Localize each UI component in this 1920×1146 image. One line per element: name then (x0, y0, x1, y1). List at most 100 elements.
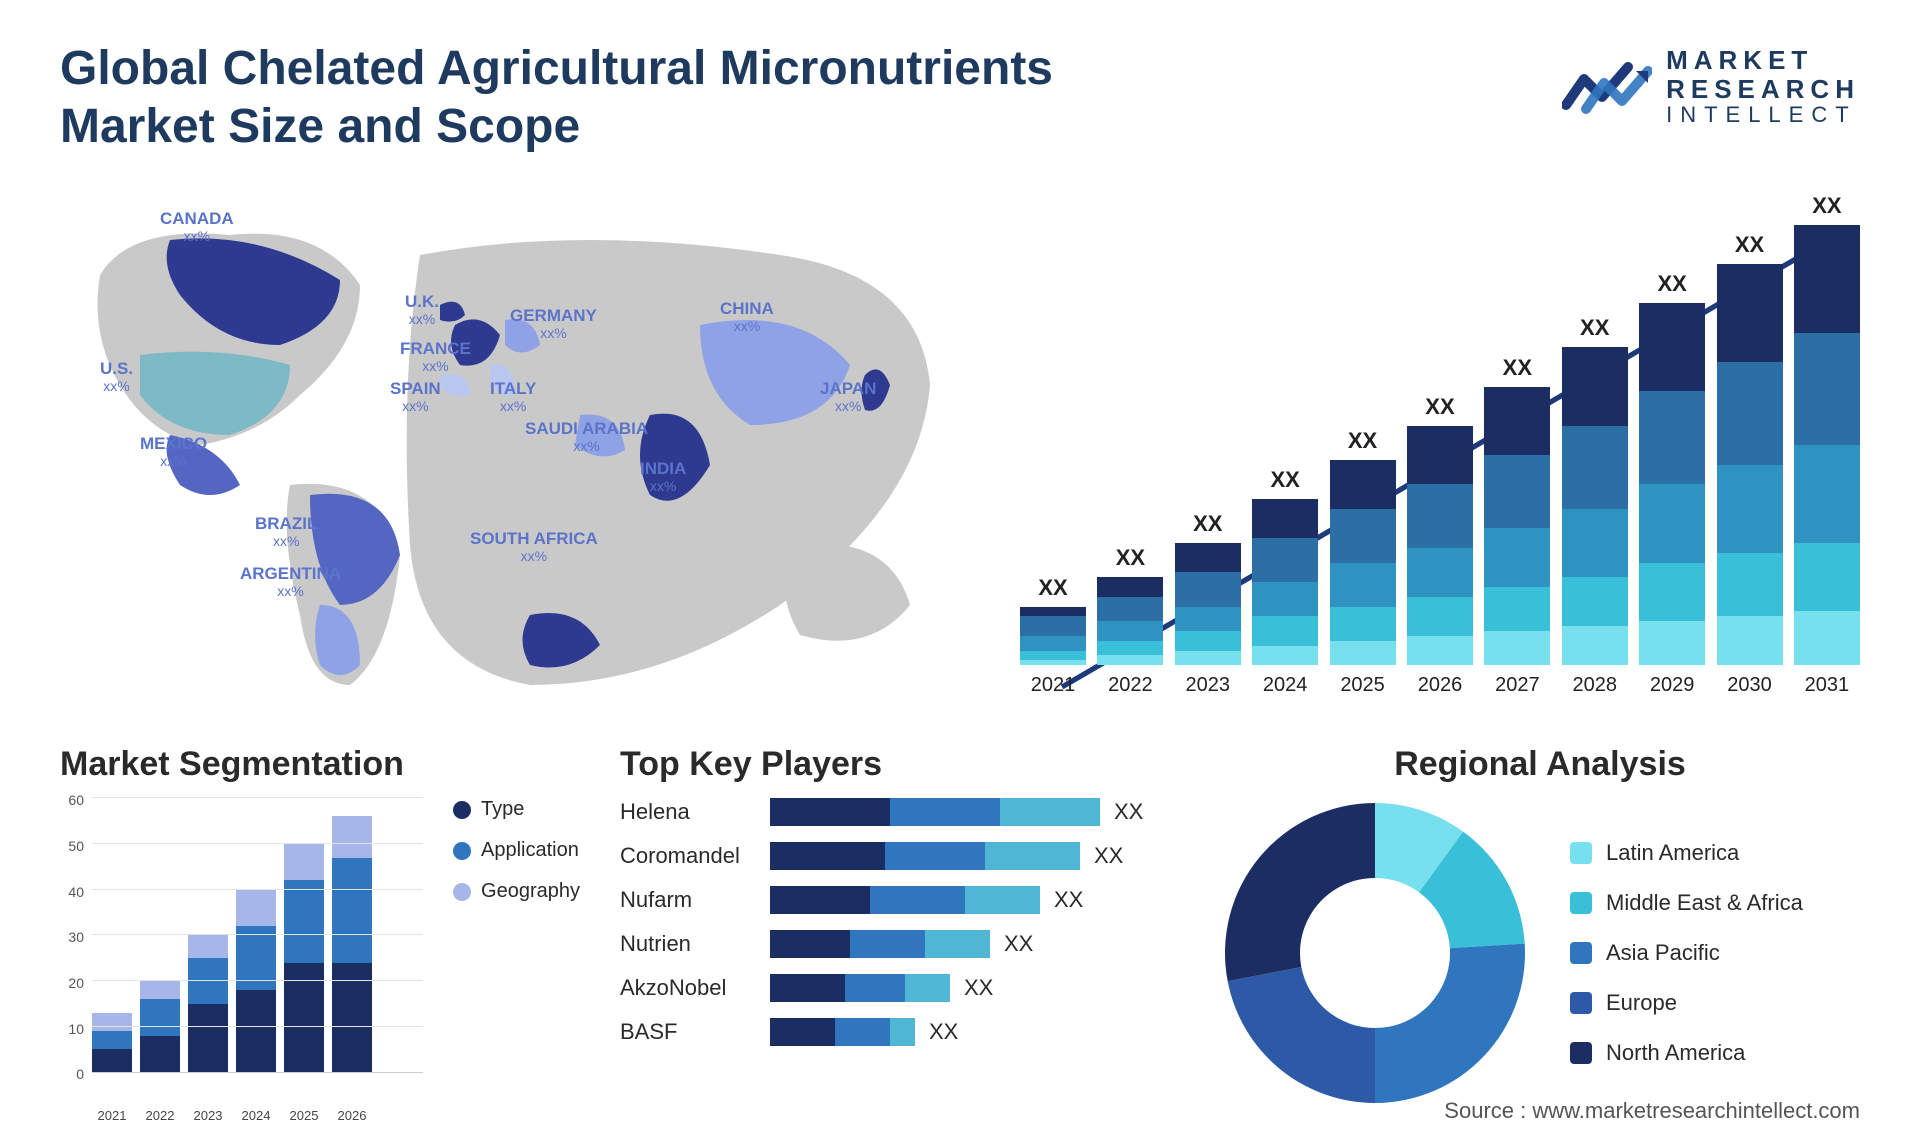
market-bar-segment (1407, 548, 1473, 597)
map-label-india: INDIAxx% (640, 460, 686, 494)
market-bar-segment (1175, 631, 1241, 651)
seg-xaxis-tick: 2021 (92, 1108, 132, 1123)
market-bar-segment (1562, 626, 1628, 665)
kp-bar-segment (770, 930, 850, 958)
kp-bar-segment (770, 842, 885, 870)
market-bar-segment (1794, 543, 1860, 611)
market-bar-value: XX (1580, 315, 1609, 341)
legend-swatch-icon (1570, 1042, 1592, 1064)
market-bar-value: XX (1038, 575, 1067, 601)
market-bar-segment (1717, 362, 1783, 465)
market-bar-segment (1562, 509, 1628, 577)
seg-gridline (92, 843, 423, 844)
regional-title: Regional Analysis (1220, 745, 1860, 784)
kp-bar-segment (870, 886, 965, 914)
market-xaxis-tick: 2026 (1407, 674, 1473, 697)
segmentation-legend: TypeApplicationGeography (453, 798, 580, 1123)
kp-value: XX (1004, 931, 1033, 957)
seg-xaxis-tick: 2024 (236, 1108, 276, 1123)
seg-bar-segment (188, 935, 228, 958)
seg-gridline (92, 980, 423, 981)
regional-legend-label: Middle East & Africa (1606, 890, 1803, 916)
seg-bar-segment (92, 1013, 132, 1031)
kp-row-nutrien: NutrienXX (620, 930, 1180, 958)
market-bar-segment (1639, 563, 1705, 622)
kp-value: XX (964, 975, 993, 1001)
world-map: CANADAxx%U.S.xx%MEXICOxx%BRAZILxx%ARGENT… (60, 185, 960, 705)
market-xaxis-tick: 2028 (1562, 674, 1628, 697)
market-bar-2028: XX (1562, 225, 1628, 665)
map-label-argentina: ARGENTINAxx% (240, 565, 341, 599)
regional-legend-label: Asia Pacific (1606, 940, 1720, 966)
market-bar-segment (1330, 460, 1396, 509)
source-text: Source : www.marketresearchintellect.com (1444, 1098, 1860, 1124)
market-bar-segment (1484, 387, 1550, 455)
market-bar-value: XX (1425, 394, 1454, 420)
map-label-germany: GERMANYxx% (510, 307, 597, 341)
regional-donut (1220, 798, 1530, 1108)
seg-gridline (92, 797, 423, 798)
market-bar-segment (1252, 646, 1318, 666)
regional-legend-item: Latin America (1570, 840, 1803, 866)
seg-legend-item: Type (453, 798, 580, 821)
regional-panel: Regional Analysis Latin America Middle Ea… (1220, 745, 1860, 1123)
kp-bar-segment (885, 842, 985, 870)
kp-bar-segment (835, 1018, 890, 1046)
logo-mark-icon (1562, 57, 1652, 117)
market-bar-segment (1330, 563, 1396, 607)
market-bar-value: XX (1193, 511, 1222, 537)
market-bar-segment (1175, 607, 1241, 631)
kp-bar (770, 886, 1040, 914)
market-bar-segment (1252, 499, 1318, 538)
map-label-south-africa: SOUTH AFRICAxx% (470, 530, 598, 564)
market-bar-2031: XX (1794, 225, 1860, 665)
market-bar-segment (1020, 660, 1086, 665)
market-bar-segment (1484, 528, 1550, 587)
regional-legend-item: Asia Pacific (1570, 940, 1803, 966)
market-bar-2026: XX (1407, 225, 1473, 665)
regional-legend-item: Middle East & Africa (1570, 890, 1803, 916)
market-bar-segment (1639, 621, 1705, 665)
market-bar-segment (1407, 426, 1473, 485)
market-bar-2030: XX (1717, 225, 1783, 665)
market-bar-segment (1717, 616, 1783, 665)
segmentation-title: Market Segmentation (60, 745, 580, 784)
market-bar-stack (1717, 264, 1783, 665)
market-bar-segment (1794, 225, 1860, 333)
market-bar-segment (1252, 538, 1318, 582)
kp-bar (770, 798, 1100, 826)
kp-bar-segment (965, 886, 1040, 914)
market-xaxis-tick: 2027 (1484, 674, 1550, 697)
market-bar-segment (1097, 641, 1163, 656)
kp-label: Coromandel (620, 843, 770, 869)
market-bar-segment (1717, 553, 1783, 617)
kp-value: XX (1094, 843, 1123, 869)
regional-legend-item: Europe (1570, 990, 1803, 1016)
market-bar-segment (1484, 631, 1550, 665)
logo-line1: MARKET (1666, 46, 1860, 75)
kp-value: XX (929, 1019, 958, 1045)
kp-value: XX (1054, 887, 1083, 913)
regional-legend-item: North America (1570, 1040, 1803, 1066)
market-bar-2021: XX (1020, 225, 1086, 665)
seg-bar-segment (92, 1049, 132, 1072)
market-xaxis-tick: 2022 (1097, 674, 1163, 697)
market-xaxis-tick: 2031 (1794, 674, 1860, 697)
segmentation-xaxis: 202120222023202420252026 (92, 1108, 423, 1123)
market-bar-segment (1330, 641, 1396, 665)
map-label-u-s-: U.S.xx% (100, 360, 133, 394)
map-label-mexico: MEXICOxx% (140, 435, 207, 469)
seg-bar-stack (332, 816, 372, 1072)
regional-legend-label: North America (1606, 1040, 1745, 1066)
kp-value: XX (1114, 799, 1143, 825)
market-bar-value: XX (1348, 428, 1377, 454)
market-bar-segment (1252, 582, 1318, 616)
kp-bar-segment (770, 886, 870, 914)
segmentation-plot (92, 798, 423, 1073)
seg-xaxis-tick: 2026 (332, 1108, 372, 1123)
market-bar-segment (1794, 333, 1860, 445)
legend-swatch-icon (1570, 992, 1592, 1014)
seg-gridline (92, 889, 423, 890)
legend-swatch-icon (1570, 942, 1592, 964)
seg-legend-label: Geography (481, 880, 580, 903)
